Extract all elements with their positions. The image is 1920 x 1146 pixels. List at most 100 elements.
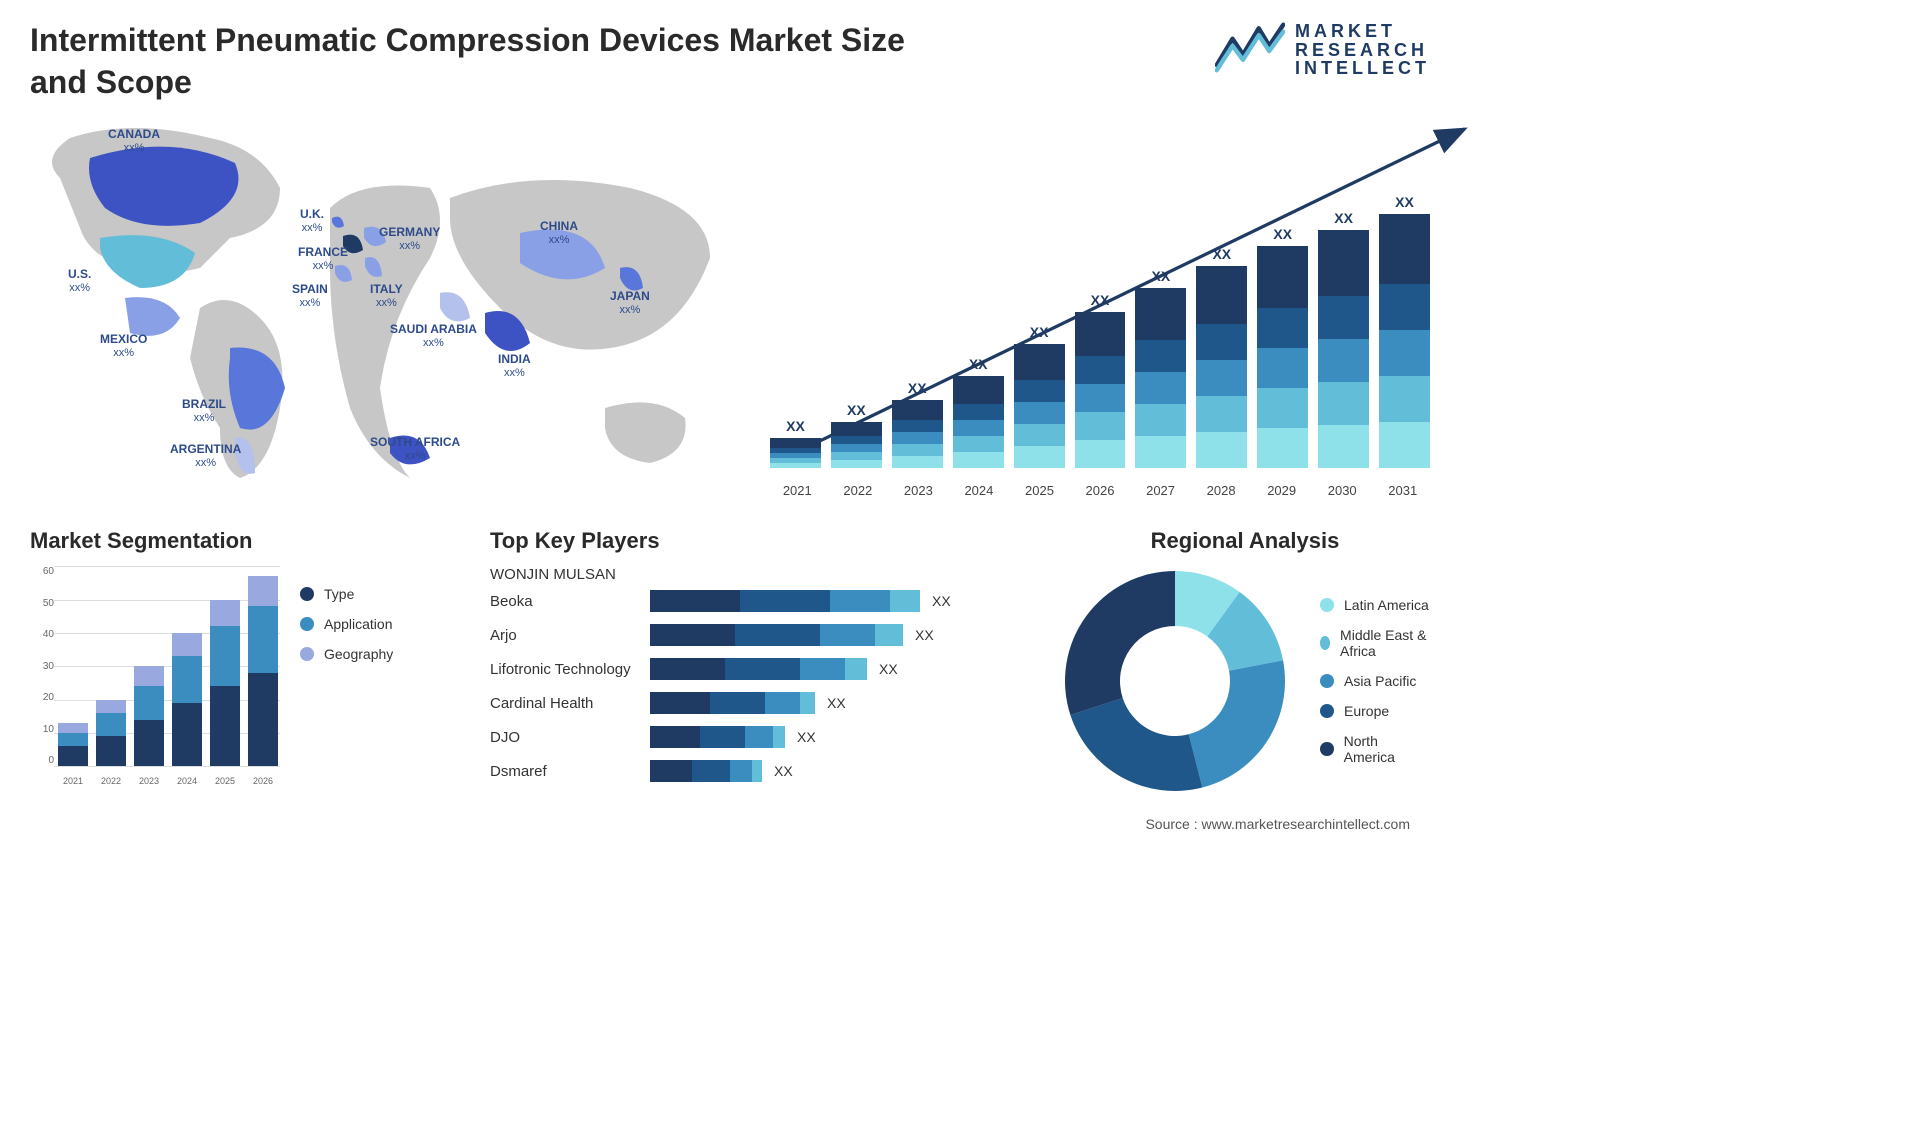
forecast-year-label: 2028	[1196, 483, 1247, 498]
country-label: U.S.xx%	[68, 268, 91, 294]
forecast-bar-label: XX	[969, 356, 988, 372]
player-name: Cardinal Health	[490, 695, 650, 712]
donut-slice	[1070, 698, 1202, 791]
legend-dot-icon	[1320, 674, 1334, 688]
player-row: DJOXX	[490, 723, 1020, 751]
forecast-year-label: 2022	[833, 483, 884, 498]
legend-dot-icon	[300, 617, 314, 631]
seg-year-label: 2025	[210, 776, 240, 786]
country-label: SAUDI ARABIAxx%	[390, 323, 477, 349]
country-label: CHINAxx%	[540, 220, 578, 246]
legend-dot-icon	[300, 647, 314, 661]
segmentation-bar	[134, 666, 164, 766]
logo-text-1: MARKET	[1295, 22, 1430, 41]
legend-label: Middle East & Africa	[1340, 627, 1430, 659]
forecast-bar: XX	[770, 418, 821, 468]
legend-label: Latin America	[1344, 597, 1429, 613]
forecast-bar: XX	[1196, 246, 1247, 468]
seg-year-label: 2022	[96, 776, 126, 786]
segmentation-bar	[58, 723, 88, 766]
forecast-bar-label: XX	[847, 402, 866, 418]
logo-mark-icon	[1215, 20, 1285, 80]
player-row: Cardinal Health XX	[490, 689, 1020, 717]
player-value: XX	[827, 695, 846, 711]
forecast-year-label: 2021	[772, 483, 823, 498]
forecast-bar: XX	[892, 380, 943, 468]
logo-text-2: RESEARCH	[1295, 41, 1430, 60]
forecast-year-label: 2030	[1317, 483, 1368, 498]
player-value: XX	[932, 593, 951, 609]
segmentation-panel: Market Segmentation 6050403020100 202120…	[30, 528, 450, 786]
seg-year-label: 2021	[58, 776, 88, 786]
regional-panel: Regional Analysis Latin AmericaMiddle Ea…	[1060, 528, 1430, 796]
forecast-bar: XX	[831, 402, 882, 468]
country-label: FRANCExx%	[298, 246, 348, 272]
forecast-year-label: 2026	[1075, 483, 1126, 498]
player-value: XX	[774, 763, 793, 779]
forecast-bar-label: XX	[786, 418, 805, 434]
forecast-bar: XX	[1318, 210, 1369, 468]
segmentation-bar	[248, 576, 278, 766]
country-label: ARGENTINAxx%	[170, 443, 241, 469]
forecast-bar-label: XX	[1334, 210, 1353, 226]
legend-item: Geography	[300, 646, 393, 662]
legend-label: North America	[1344, 733, 1430, 765]
forecast-bar: XX	[1379, 194, 1430, 468]
players-panel: Top Key Players WONJIN MULSAN BeokaXX Arj…	[490, 528, 1020, 791]
legend-item: Application	[300, 616, 393, 632]
country-label: SPAINxx%	[292, 283, 328, 309]
seg-ytick: 40	[30, 629, 54, 640]
donut-slice	[1189, 661, 1285, 788]
player-name: DJO	[490, 729, 650, 746]
seg-ytick: 20	[30, 692, 54, 703]
player-row: BeokaXX	[490, 587, 1020, 615]
forecast-year-label: 2027	[1135, 483, 1186, 498]
legend-item: Middle East & Africa	[1320, 627, 1430, 659]
forecast-year-label: 2025	[1014, 483, 1065, 498]
seg-year-label: 2024	[172, 776, 202, 786]
country-label: BRAZILxx%	[182, 398, 226, 424]
seg-ytick: 30	[30, 661, 54, 672]
segmentation-bar	[96, 700, 126, 767]
forecast-chart: XXXXXXXXXXXXXXXXXXXXXX 20212022202320242…	[770, 118, 1430, 498]
seg-year-label: 2023	[134, 776, 164, 786]
legend-label: Geography	[324, 646, 393, 662]
legend-label: Europe	[1344, 703, 1389, 719]
legend-item: Type	[300, 586, 393, 602]
seg-ytick: 0	[30, 755, 54, 766]
country-label: ITALYxx%	[370, 283, 403, 309]
forecast-bar-label: XX	[1091, 292, 1110, 308]
player-name: Lifotronic Technology	[490, 661, 650, 678]
forecast-bar-label: XX	[908, 380, 927, 396]
legend-label: Type	[324, 586, 354, 602]
country-label: MEXICOxx%	[100, 333, 147, 359]
segmentation-bar	[210, 600, 240, 767]
forecast-bar: XX	[953, 356, 1004, 468]
legend-dot-icon	[1320, 636, 1330, 650]
regional-donut	[1060, 566, 1290, 796]
legend-dot-icon	[1320, 704, 1334, 718]
forecast-bar: XX	[1075, 292, 1126, 468]
legend-dot-icon	[1320, 742, 1334, 756]
legend-item: North America	[1320, 733, 1430, 765]
player-bar	[650, 658, 867, 680]
legend-dot-icon	[300, 587, 314, 601]
forecast-year-label: 2023	[893, 483, 944, 498]
legend-label: Asia Pacific	[1344, 673, 1416, 689]
forecast-bar-label: XX	[1273, 226, 1292, 242]
world-map-panel: CANADAxx%U.S.xx%MEXICOxx%BRAZILxx%ARGENT…	[30, 118, 730, 498]
player-bar	[650, 590, 920, 612]
country-label: U.K.xx%	[300, 208, 324, 234]
country-label: INDIAxx%	[498, 353, 531, 379]
player-name: Arjo	[490, 627, 650, 644]
players-title: Top Key Players	[490, 528, 1020, 554]
player-row: Lifotronic TechnologyXX	[490, 655, 1020, 683]
forecast-year-label: 2024	[954, 483, 1005, 498]
seg-year-label: 2026	[248, 776, 278, 786]
players-top-label: WONJIN MULSAN	[490, 566, 1020, 583]
page-title: Intermittent Pneumatic Compression Devic…	[30, 20, 930, 103]
legend-label: Application	[324, 616, 393, 632]
segmentation-title: Market Segmentation	[30, 528, 450, 554]
player-name: Dsmaref	[490, 763, 650, 780]
player-bar	[650, 624, 903, 646]
